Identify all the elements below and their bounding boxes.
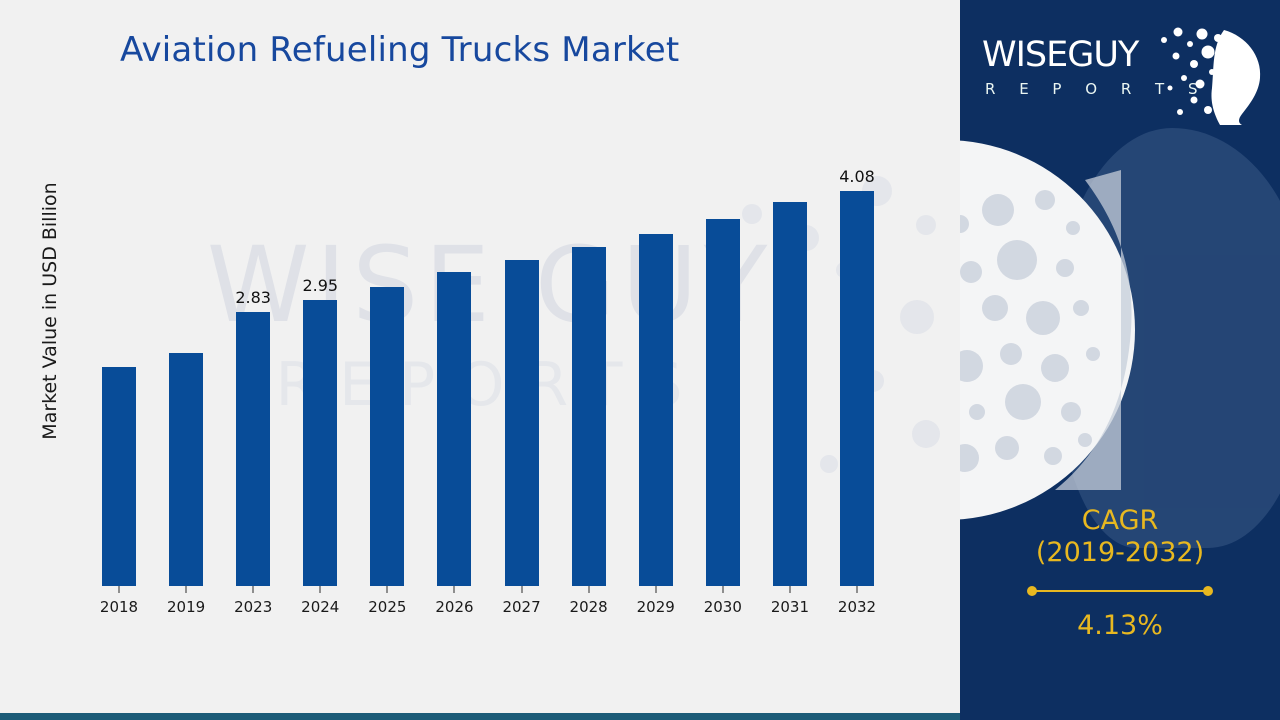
x-axis-label-2026: 2026	[435, 598, 474, 616]
brand-logo: WISEGUY R E P O R T S	[976, 27, 1266, 125]
x-axis-tick	[319, 586, 321, 593]
x-axis-tick	[252, 586, 254, 593]
cagr-value: 4.13%	[1077, 609, 1163, 641]
bar-group: 2031	[771, 150, 809, 616]
x-axis-tick	[789, 586, 791, 593]
bar-2026[interactable]	[437, 272, 472, 586]
bar-2032[interactable]	[840, 190, 874, 586]
plot-area: 2018 2019 2.83 2023 2.95 2024 2025 2026 2027 2028…	[78, 150, 898, 616]
bar-group: 2029	[637, 150, 675, 616]
logo-wordmark: WISEGUY	[982, 35, 1139, 75]
cagr-label: CAGR	[1081, 505, 1159, 536]
x-axis-label-2019: 2019	[166, 598, 206, 616]
cagr-divider-dot-right	[1203, 585, 1213, 596]
cagr-divider-line	[1032, 589, 1208, 592]
bar-2018[interactable]	[102, 367, 136, 586]
bar-value-label: 2.95	[302, 276, 339, 296]
bar-2023[interactable]	[236, 311, 271, 586]
bottom-accent-strip	[0, 713, 960, 720]
bar-group: 2.95 2024	[301, 150, 339, 616]
x-axis-tick	[521, 586, 523, 593]
x-axis-label-2032: 2032	[837, 598, 877, 616]
logo-text: WISEGUY R E P O R T S	[982, 38, 1207, 97]
x-axis-label-2028: 2028	[569, 598, 608, 616]
bar-2029[interactable]	[638, 234, 673, 586]
bar-group: 2019	[167, 150, 205, 616]
cagr-divider	[1027, 585, 1213, 596]
bar-group: 4.08 2032	[838, 150, 876, 616]
x-axis-label-2030: 2030	[703, 598, 742, 616]
bar-value-label: 4.08	[839, 166, 875, 186]
bar-2031[interactable]	[772, 202, 807, 586]
cagr-block: CAGR (2019-2032) 4.13%	[960, 505, 1280, 641]
x-axis-tick	[386, 586, 388, 593]
x-axis-label-2031: 2031	[770, 598, 809, 616]
x-axis-label-2018: 2018	[99, 598, 139, 616]
bar-2030[interactable]	[705, 218, 740, 586]
x-axis-tick	[856, 586, 858, 593]
x-axis-label-2025: 2025	[368, 598, 407, 616]
bar-group: 2027	[502, 150, 541, 616]
y-axis-label: Market Value in USD Billion	[39, 182, 61, 440]
decorative-circle	[900, 300, 934, 334]
bar-2019[interactable]	[169, 353, 204, 586]
decorative-circle	[916, 215, 936, 235]
bar-group: 2018	[100, 150, 138, 616]
x-axis-label-2024: 2024	[301, 598, 340, 616]
bar-value-label: 2.83	[235, 287, 271, 307]
x-axis-label-2027: 2027	[502, 598, 541, 616]
decorative-circle	[742, 204, 762, 224]
cagr-range: (2019-2032)	[1035, 537, 1205, 569]
bar-group: 2.83 2023	[234, 150, 272, 616]
page-title: Aviation Refueling Trucks Market	[120, 30, 680, 70]
bar-group: 2025	[368, 150, 406, 616]
logo-dot-head-icon	[1161, 27, 1261, 125]
bar-group: 2028	[570, 150, 608, 616]
brand-side-panel: WISEGUY R E P O R T S CAGR (201	[960, 0, 1280, 720]
bar-group: 2026	[435, 150, 474, 616]
x-axis-tick	[118, 586, 120, 593]
x-axis-tick	[453, 586, 455, 593]
decorative-circle	[912, 420, 940, 448]
logo-subtitle: R E P O R T S	[985, 80, 1207, 98]
x-axis-tick	[655, 586, 657, 593]
x-axis-tick	[722, 586, 724, 593]
bar-group: 2030	[704, 150, 742, 616]
x-axis-tick	[185, 586, 187, 593]
bar-2027[interactable]	[504, 260, 539, 586]
x-axis-label-2023: 2023	[234, 598, 273, 616]
x-axis-tick	[588, 586, 590, 593]
bar-2025[interactable]	[370, 286, 405, 586]
x-axis-label-2029: 2029	[636, 598, 675, 616]
bar-2028[interactable]	[571, 246, 606, 586]
decorative-circle	[820, 455, 838, 473]
bar-2024[interactable]	[303, 300, 338, 586]
chart-panel: Aviation Refueling Trucks Market WISE GU…	[0, 30, 960, 720]
